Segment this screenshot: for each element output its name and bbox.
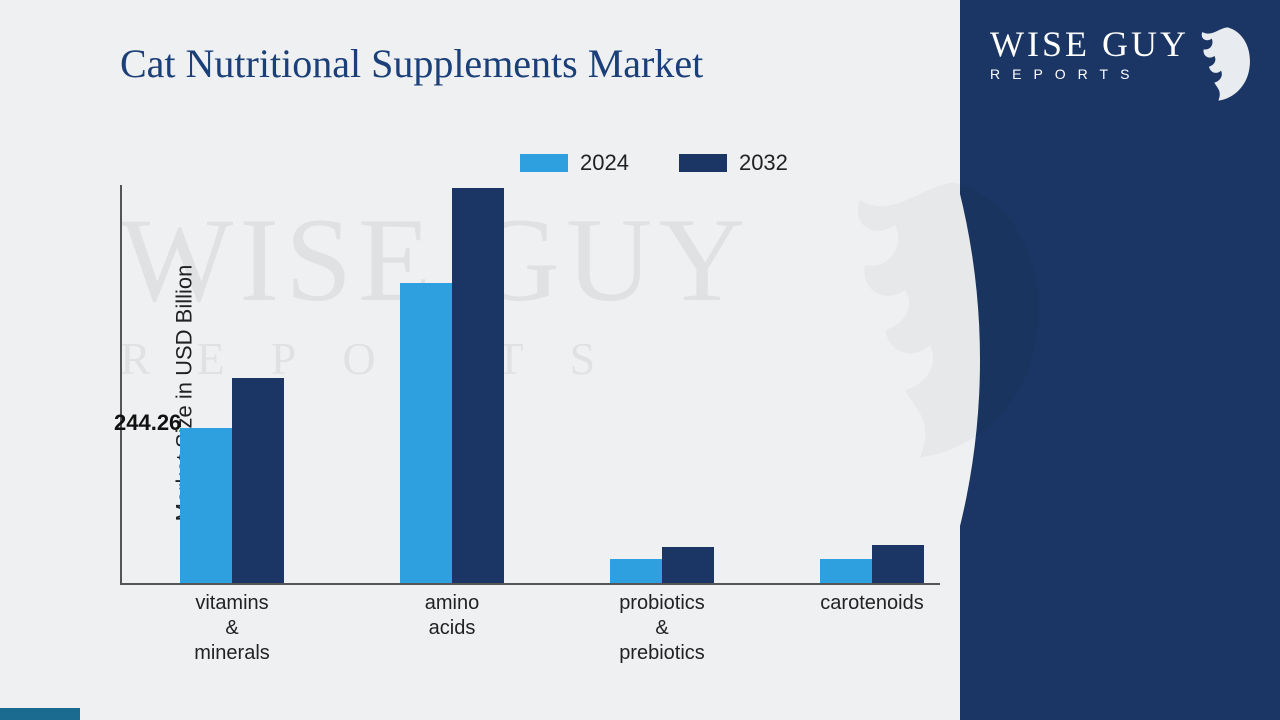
category-label: carotenoids bbox=[792, 591, 952, 616]
bar-2024 bbox=[820, 559, 872, 583]
bar-2032 bbox=[662, 547, 714, 583]
plot-area: vitamins&minerals244.26aminoacidsprobiot… bbox=[120, 185, 940, 585]
bar-2024 bbox=[180, 428, 232, 583]
right-brand-panel bbox=[960, 0, 1280, 720]
legend-swatch-2024 bbox=[520, 154, 568, 172]
brand-logo: WISE GUY REPORTS bbox=[990, 26, 1250, 82]
value-annotation: 244.26 bbox=[114, 410, 181, 436]
bar-pair bbox=[382, 188, 522, 583]
accent-bar bbox=[0, 708, 80, 720]
bar-2024 bbox=[400, 283, 452, 583]
legend: 2024 2032 bbox=[520, 150, 788, 176]
bar-pair bbox=[162, 378, 302, 583]
bar-2032 bbox=[232, 378, 284, 583]
brand-head-icon bbox=[1186, 24, 1256, 104]
category-label: vitamins&minerals bbox=[152, 591, 312, 666]
legend-item-2032: 2032 bbox=[679, 150, 788, 176]
bar-pair bbox=[592, 547, 732, 583]
category-label: probiotics&prebiotics bbox=[582, 591, 742, 666]
bar-2024 bbox=[610, 559, 662, 583]
chart-card: WISE GUY REPORTS WISE GUY REPORTS Cat Nu… bbox=[0, 0, 1280, 720]
category-label: aminoacids bbox=[372, 591, 532, 641]
bar-pair bbox=[802, 545, 942, 583]
legend-item-2024: 2024 bbox=[520, 150, 629, 176]
chart-title: Cat Nutritional Supplements Market bbox=[120, 40, 703, 87]
legend-label-2032: 2032 bbox=[739, 150, 788, 176]
bar-2032 bbox=[452, 188, 504, 583]
legend-swatch-2032 bbox=[679, 154, 727, 172]
legend-label-2024: 2024 bbox=[580, 150, 629, 176]
bar-2032 bbox=[872, 545, 924, 583]
